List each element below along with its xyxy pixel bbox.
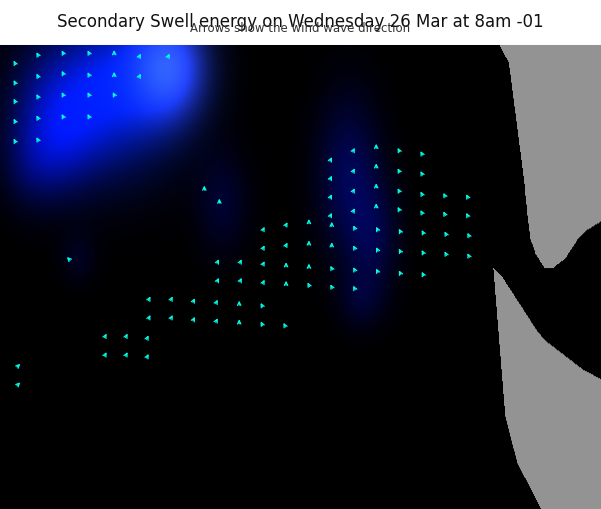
Text: Secondary Swell energy on Wednesday 26 Mar at 8am -01: Secondary Swell energy on Wednesday 26 M… xyxy=(57,13,544,31)
Text: Arrows show the wind wave direction: Arrows show the wind wave direction xyxy=(191,22,410,35)
